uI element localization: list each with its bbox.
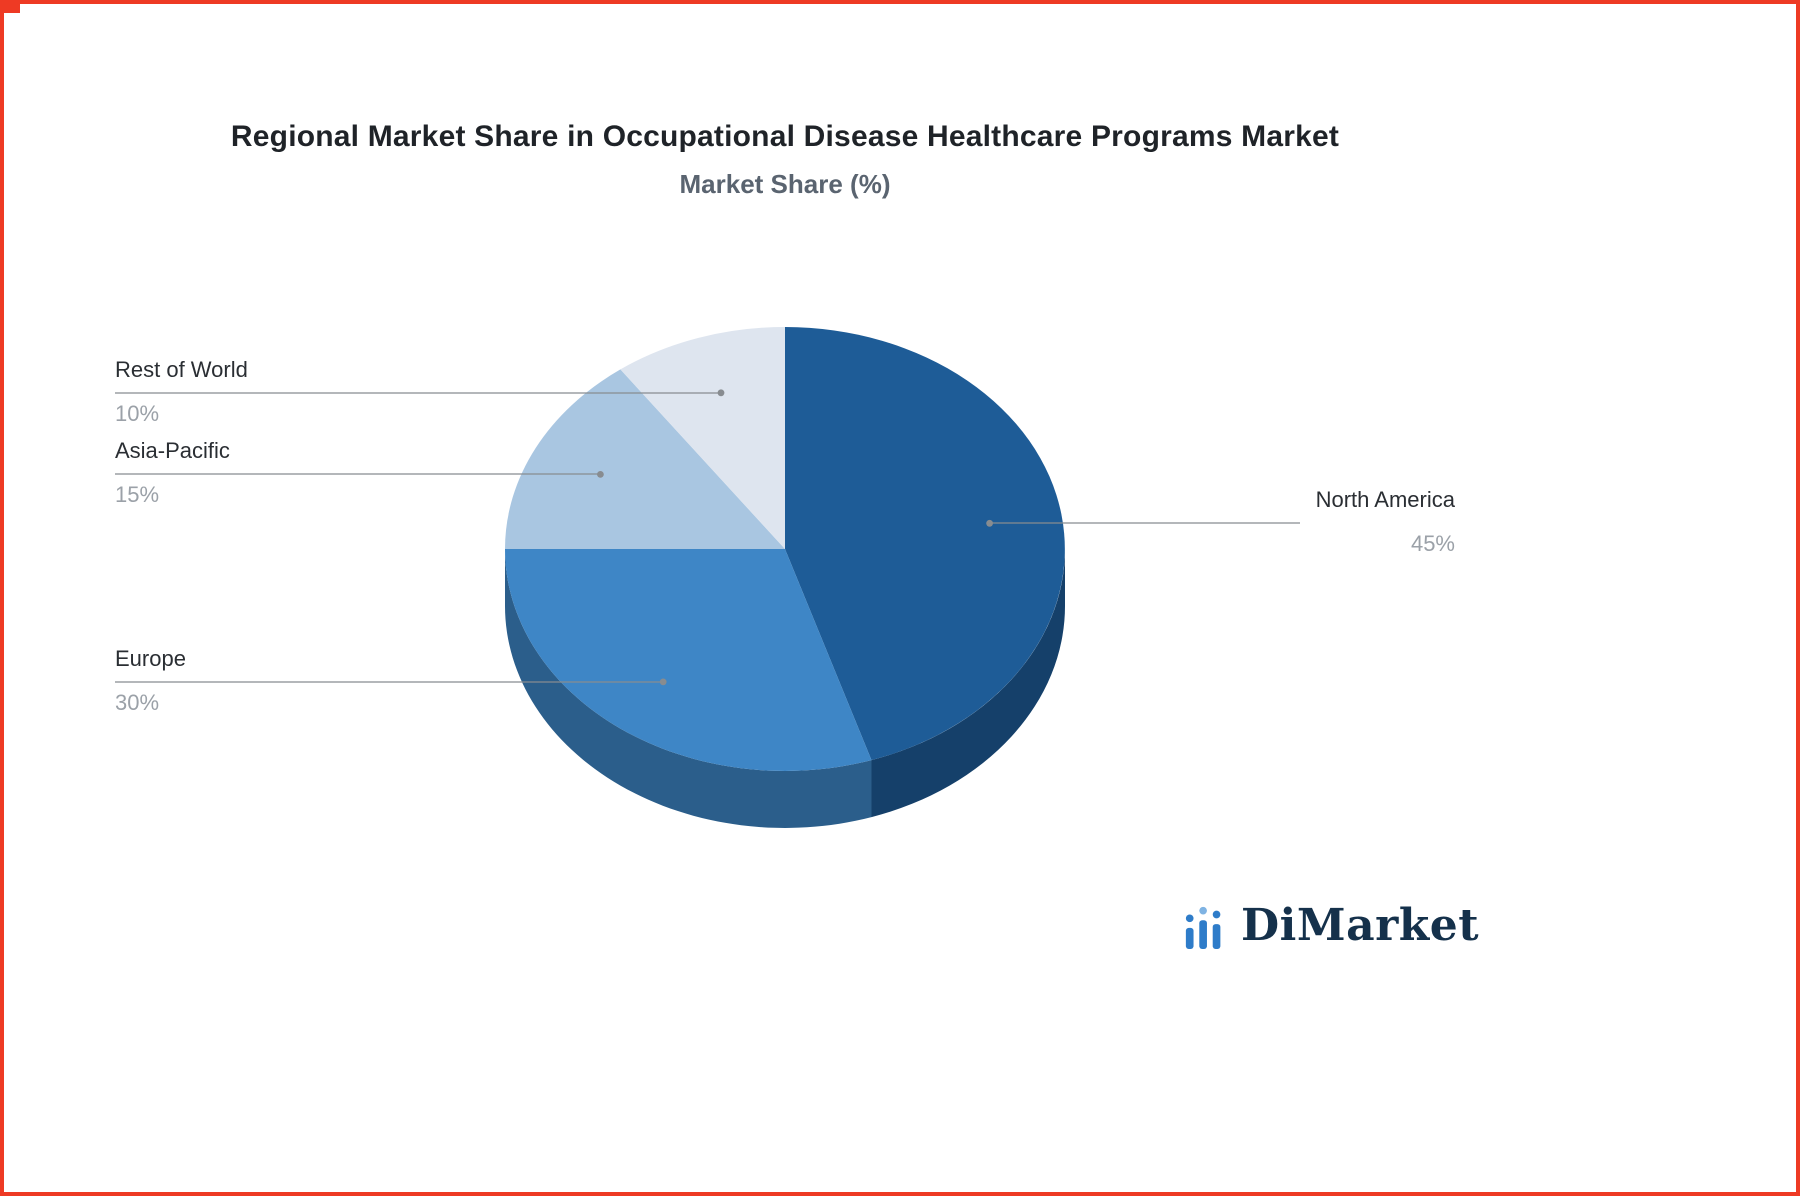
slice-value-rest-of-world: 10%	[115, 401, 160, 426]
leader-dot-europe	[659, 678, 667, 686]
pie-slice-rim-europe	[505, 549, 872, 828]
leader-dot-north-america	[986, 519, 993, 527]
pie-slice-europe	[505, 549, 872, 771]
slice-label-rest-of-world: Rest of World	[115, 357, 248, 382]
slice-value-north-america: 45%	[1410, 531, 1455, 556]
chart-title: Regional Market Share in Occupational Di…	[230, 120, 1340, 153]
bar-chart-logo-icon	[1185, 906, 1221, 949]
slice-value-asia-pacific: 15%	[115, 482, 160, 507]
slice-value-europe: 30%	[115, 690, 160, 715]
slice-label-asia-pacific: Asia-Pacific	[115, 438, 230, 463]
brand-name: DiMarket	[1241, 900, 1480, 951]
pie-slice-asia-pacific	[505, 369, 785, 549]
leader-dot-asia-pacific	[597, 471, 604, 478]
frame-corner	[0, 0, 20, 13]
pie-slice-rim-north-america	[871, 549, 1065, 818]
pie-slice-north-america	[785, 327, 1065, 761]
chart-subtitle: Market Share (%)	[679, 169, 891, 199]
slice-label-europe: Europe	[115, 646, 186, 671]
brand-logo: DiMarket	[1183, 900, 1479, 951]
leader-dot-rest-of-world	[717, 389, 725, 397]
slice-label-north-america: North America	[1315, 487, 1455, 512]
pie-slice-rest-of-world	[620, 327, 785, 549]
